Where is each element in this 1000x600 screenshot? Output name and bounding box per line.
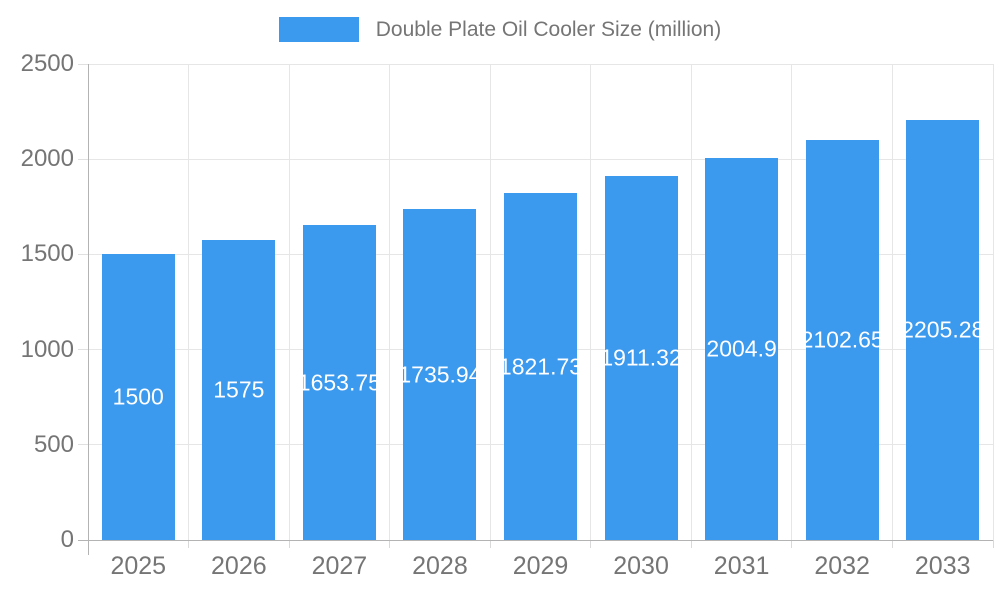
x-axis-label: 2027 (311, 552, 368, 580)
v-gridline (389, 64, 391, 540)
x-axis-label: 2032 (814, 552, 870, 580)
bar-value-label: 2102.65 (805, 326, 879, 353)
x-axis-label: 2026 (211, 552, 267, 580)
v-gridline (690, 64, 692, 540)
bar-value-label: 1653.75 (302, 369, 376, 396)
v-gridline (489, 64, 491, 540)
bar-value-label: 2004.9 (706, 335, 777, 362)
y-axis-label: 1000 (20, 335, 74, 363)
x-axis-tick (891, 540, 893, 548)
h-gridline (88, 158, 993, 160)
y-axis-tick (78, 444, 88, 446)
legend-label: Double Plate Oil Cooler Size (million) (375, 17, 722, 41)
y-axis-tick (78, 349, 88, 351)
v-gridline (590, 64, 592, 540)
x-axis-label: 2030 (613, 552, 669, 580)
x-axis-label: 2028 (412, 552, 468, 580)
bar-2026[interactable]: 1575 (202, 240, 276, 540)
y-axis-label: 0 (60, 526, 74, 553)
x-axis-label: 2033 (914, 552, 971, 580)
bar-value-label: 1911.32 (604, 344, 678, 371)
x-axis-tick (690, 540, 692, 548)
bar-2031[interactable]: 2004.9 (705, 158, 779, 540)
x-axis-tick (590, 540, 592, 548)
v-gridline (791, 64, 793, 540)
x-axis-label: 2031 (713, 552, 770, 580)
h-gridline (88, 63, 993, 65)
bar-2032[interactable]: 2102.65 (805, 139, 879, 540)
bar-value-label: 1500 (112, 383, 164, 410)
bar-2027[interactable]: 1653.75 (302, 225, 376, 540)
y-axis-tick (78, 63, 88, 65)
y-axis-label: 1500 (20, 240, 74, 268)
x-axis-tick (389, 540, 391, 548)
bar-2025[interactable]: 1500 (101, 254, 175, 540)
bar-2029[interactable]: 1821.73 (504, 193, 577, 540)
y-axis-label: 2500 (20, 50, 74, 77)
y-axis-label: 500 (33, 430, 74, 458)
x-axis-tick (992, 540, 994, 548)
plot-area: 0 500 1000 1500 2000 2500 2025 2026 2027 2028 2029… (21, 52, 994, 579)
y-axis-label: 2000 (20, 145, 74, 173)
x-axis-tick (489, 540, 491, 548)
legend-swatch-icon (278, 17, 359, 42)
bar-2030[interactable]: 1911.32 (604, 176, 678, 540)
legend: Double Plate Oil Cooler Size (million) (0, 17, 1000, 42)
x-axis-tick (87, 540, 89, 555)
bar-2028[interactable]: 1735.94 (403, 209, 477, 540)
v-gridline (992, 64, 994, 540)
x-axis-label: 2025 (110, 552, 167, 580)
bar-2033[interactable]: 2205.28 (906, 120, 980, 540)
v-gridline (891, 64, 893, 540)
bar-value-label: 1575 (213, 376, 265, 403)
v-gridline (288, 64, 290, 540)
x-axis-tick (791, 540, 793, 548)
v-gridline (188, 64, 190, 540)
x-axis-label: 2029 (512, 552, 569, 580)
x-axis-tick (188, 540, 190, 548)
y-axis-tick (78, 158, 88, 160)
y-axis-line (88, 64, 89, 541)
x-axis-line (78, 540, 993, 541)
x-axis-tick (288, 540, 290, 548)
bar-value-label: 1821.73 (504, 353, 577, 380)
bar-value-label: 2205.28 (906, 316, 980, 343)
bar-value-label: 1735.94 (403, 361, 477, 388)
y-axis-tick (78, 253, 88, 255)
